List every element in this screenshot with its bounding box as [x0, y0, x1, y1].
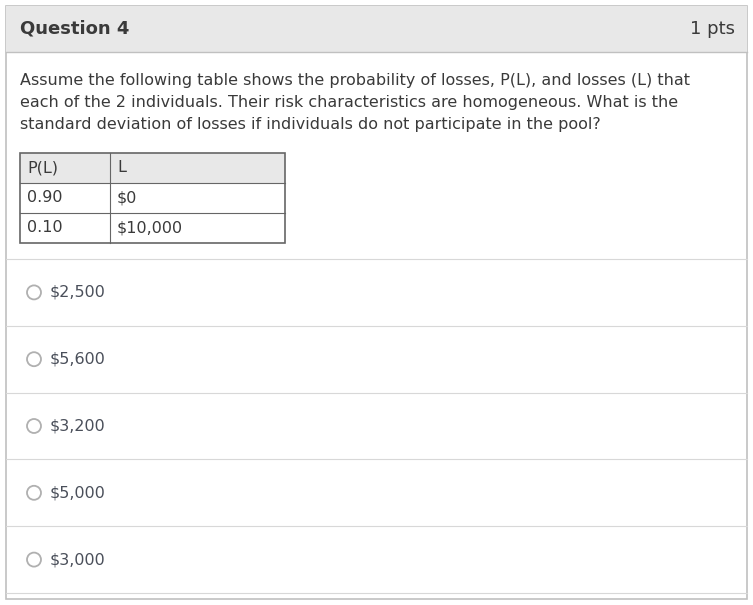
Text: L: L: [117, 160, 126, 175]
Text: Assume the following table shows the probability of losses, P(L), and losses (L): Assume the following table shows the pro…: [20, 73, 690, 88]
FancyBboxPatch shape: [6, 6, 747, 52]
Text: $0: $0: [117, 191, 137, 206]
Text: Question 4: Question 4: [20, 20, 130, 38]
FancyBboxPatch shape: [6, 6, 747, 599]
Text: $5,600: $5,600: [50, 352, 106, 367]
Text: $2,500: $2,500: [50, 285, 106, 300]
Text: $3,200: $3,200: [50, 419, 105, 434]
Text: each of the 2 individuals. Their risk characteristics are homogeneous. What is t: each of the 2 individuals. Their risk ch…: [20, 94, 678, 110]
Text: standard deviation of losses if individuals do not participate in the pool?: standard deviation of losses if individu…: [20, 117, 601, 131]
Text: $5,000: $5,000: [50, 485, 106, 500]
Text: $10,000: $10,000: [117, 220, 183, 235]
Text: 0.10: 0.10: [27, 220, 62, 235]
FancyBboxPatch shape: [20, 213, 285, 243]
FancyBboxPatch shape: [20, 183, 285, 213]
Text: $3,000: $3,000: [50, 552, 105, 567]
Text: 0.90: 0.90: [27, 191, 62, 206]
Text: 1 pts: 1 pts: [690, 20, 735, 38]
FancyBboxPatch shape: [20, 153, 285, 183]
Text: P(L): P(L): [27, 160, 58, 175]
